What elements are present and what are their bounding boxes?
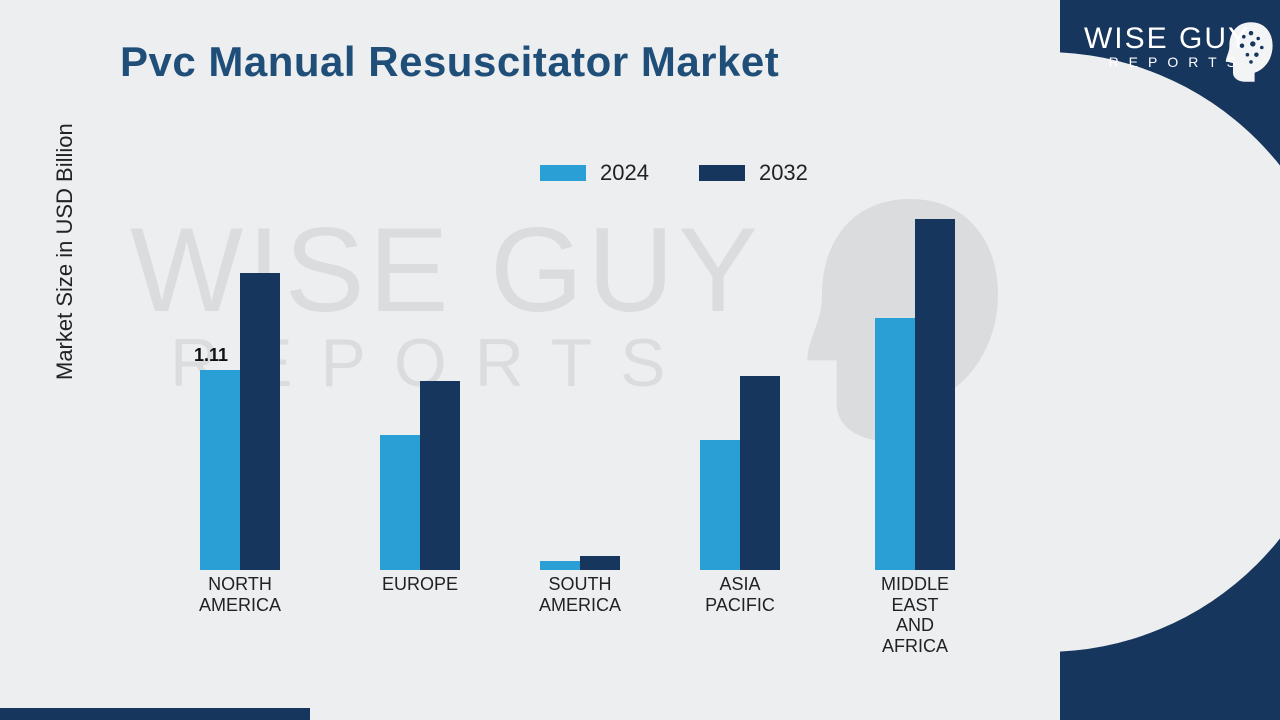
bar-chart: 2024 2032 Market Size in USD Billion 1.1… bbox=[60, 150, 1020, 690]
category-label: SOUTHAMERICA bbox=[500, 574, 660, 615]
category-label: MIDDLEEASTANDAFRICA bbox=[835, 574, 995, 657]
bar-group bbox=[540, 556, 620, 570]
bar bbox=[420, 381, 460, 570]
brand-logo-text: WISE GUY REPORTS bbox=[1084, 22, 1250, 70]
y-axis-label: Market Size in USD Billion bbox=[52, 123, 78, 380]
category-label: ASIAPACIFIC bbox=[660, 574, 820, 615]
bar-group bbox=[380, 381, 460, 570]
bar-group bbox=[700, 376, 780, 570]
legend-label: 2024 bbox=[600, 160, 649, 186]
chart-canvas: Pvc Manual Resuscitator Market WISE GUY … bbox=[0, 0, 1280, 720]
bar bbox=[580, 556, 620, 570]
category-label: EUROPE bbox=[340, 574, 500, 595]
legend-item: 2024 bbox=[540, 160, 649, 186]
chart-legend: 2024 2032 bbox=[540, 160, 808, 186]
plot-area: 1.11 bbox=[140, 210, 1000, 570]
bottom-accent-bar bbox=[0, 708, 310, 720]
bar bbox=[740, 376, 780, 570]
bar bbox=[700, 440, 740, 570]
bar bbox=[915, 219, 955, 570]
bar bbox=[200, 370, 240, 570]
category-label: NORTHAMERICA bbox=[160, 574, 320, 615]
brand-line1: WISE GUY bbox=[1084, 22, 1250, 56]
bar bbox=[875, 318, 915, 570]
bar-group bbox=[875, 219, 955, 570]
legend-swatch-2024 bbox=[540, 165, 586, 181]
page-title: Pvc Manual Resuscitator Market bbox=[120, 38, 779, 86]
legend-swatch-2032 bbox=[699, 165, 745, 181]
legend-label: 2032 bbox=[759, 160, 808, 186]
bar-group bbox=[200, 273, 280, 570]
legend-item: 2032 bbox=[699, 160, 808, 186]
bar bbox=[540, 561, 580, 570]
brand-line2: REPORTS bbox=[1084, 54, 1250, 70]
bar bbox=[240, 273, 280, 570]
bar bbox=[380, 435, 420, 570]
